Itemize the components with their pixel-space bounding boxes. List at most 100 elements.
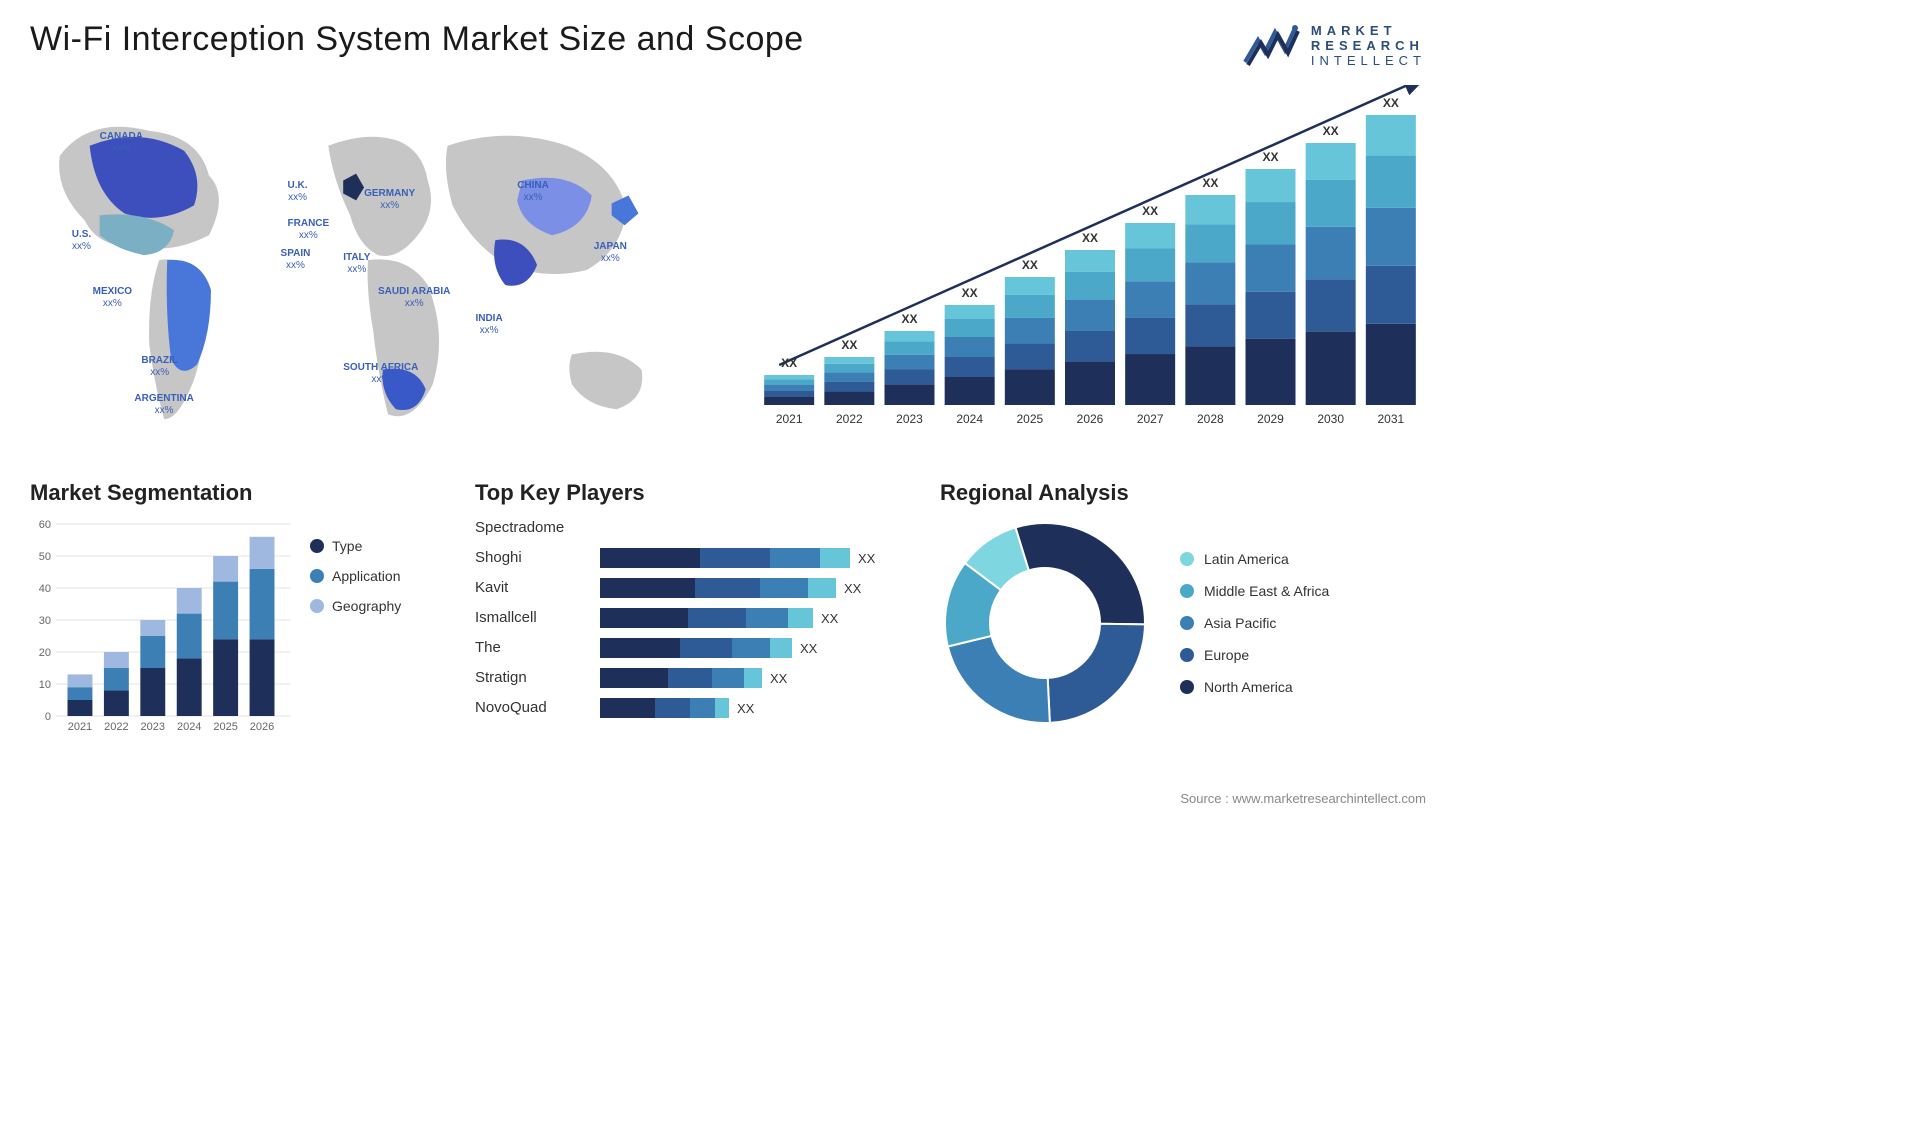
svg-text:20: 20: [39, 647, 51, 659]
segmentation-panel: Market Segmentation 0 10 20 30 40 50 60 2021 202…: [30, 480, 450, 760]
player-bar-row: XX: [600, 578, 915, 598]
svg-text:XX: XX: [901, 312, 917, 326]
segmentation-legend-item: Geography: [310, 598, 401, 614]
player-value: XX: [821, 611, 838, 626]
growth-chart-panel: XX 2021 XX 2022 XX 2023 XX 2024 XX 2025 XX 2026 XX 20…: [746, 85, 1426, 465]
regional-legend: Latin America Middle East & Africa Asia Pa…: [1180, 551, 1329, 695]
player-value: XX: [858, 551, 875, 566]
map-label: SOUTH AFRICAxx%: [343, 362, 418, 386]
svg-text:XX: XX: [781, 356, 797, 370]
svg-text:2027: 2027: [1137, 412, 1164, 426]
regional-donut: [940, 518, 1150, 728]
player-name: Shoghi: [475, 548, 585, 568]
map-label: SPAINxx%: [281, 248, 311, 272]
svg-text:0: 0: [45, 711, 51, 723]
segmentation-legend-item: Application: [310, 568, 401, 584]
map-label: GERMANYxx%: [364, 188, 415, 212]
svg-text:2031: 2031: [1377, 412, 1404, 426]
player-bar-row: XX: [600, 638, 915, 658]
svg-text:2030: 2030: [1317, 412, 1344, 426]
map-label: U.S.xx%: [72, 229, 91, 253]
players-panel: Top Key Players Spectradome Shoghi Kavit Is…: [475, 480, 915, 760]
svg-text:2021: 2021: [776, 412, 803, 426]
player-name: Spectradome: [475, 518, 585, 538]
player-name: NovoQuad: [475, 698, 585, 718]
player-name: The: [475, 638, 585, 658]
svg-text:2023: 2023: [896, 412, 923, 426]
logo-icon: [1243, 20, 1303, 70]
regional-legend-item: Latin America: [1180, 551, 1329, 567]
svg-text:XX: XX: [1142, 204, 1158, 218]
svg-text:XX: XX: [1323, 124, 1339, 138]
brand-logo: MARKET RESEARCH INTELLECT: [1243, 20, 1426, 70]
svg-text:2026: 2026: [1077, 412, 1104, 426]
map-label: BRAZILxx%: [141, 355, 178, 379]
source-attribution: Source : www.marketresearchintellect.com: [1180, 791, 1426, 806]
player-name: Kavit: [475, 578, 585, 598]
regional-legend-item: Middle East & Africa: [1180, 583, 1329, 599]
logo-text: MARKET RESEARCH INTELLECT: [1311, 23, 1426, 68]
player-bar-row: XX: [600, 698, 915, 718]
regional-title: Regional Analysis: [940, 480, 1426, 506]
map-label: ITALYxx%: [343, 252, 370, 276]
svg-text:2022: 2022: [836, 412, 863, 426]
player-name: Stratign: [475, 668, 585, 688]
svg-text:2021: 2021: [68, 721, 92, 733]
player-value: XX: [737, 701, 754, 716]
svg-text:60: 60: [39, 519, 51, 531]
svg-text:XX: XX: [962, 286, 978, 300]
svg-text:XX: XX: [1082, 231, 1098, 245]
svg-text:2024: 2024: [956, 412, 983, 426]
svg-text:2024: 2024: [177, 721, 201, 733]
player-name: Ismallcell: [475, 608, 585, 628]
svg-text:XX: XX: [1262, 150, 1278, 164]
map-label: FRANCExx%: [288, 218, 330, 242]
top-row: CANADAxx% U.S.xx% MEXICOxx% BRAZILxx% ARGENT…: [30, 85, 1426, 465]
regional-legend-item: North America: [1180, 679, 1329, 695]
map-label: ARGENTINAxx%: [134, 393, 193, 417]
player-value: XX: [800, 641, 817, 656]
player-bar-row: XX: [600, 608, 915, 628]
players-title: Top Key Players: [475, 480, 915, 506]
regional-legend-item: Asia Pacific: [1180, 615, 1329, 631]
segmentation-legend: Type Application Geography: [310, 518, 401, 738]
svg-text:2025: 2025: [213, 721, 237, 733]
svg-text:2023: 2023: [141, 721, 165, 733]
regional-legend-item: Europe: [1180, 647, 1329, 663]
svg-text:2022: 2022: [104, 721, 128, 733]
svg-text:40: 40: [39, 583, 51, 595]
player-value: XX: [844, 581, 861, 596]
map-label: SAUDI ARABIAxx%: [378, 286, 450, 310]
svg-text:2029: 2029: [1257, 412, 1284, 426]
regional-panel: Regional Analysis Latin America Middle Ea…: [940, 480, 1426, 760]
map-label: CANADAxx%: [100, 131, 143, 155]
players-bars: XX XX XX XX XX XX: [600, 518, 915, 718]
svg-text:XX: XX: [841, 338, 857, 352]
player-bar-row: XX: [600, 668, 915, 688]
svg-text:30: 30: [39, 615, 51, 627]
map-label: CHINAxx%: [517, 180, 549, 204]
players-names: Spectradome Shoghi Kavit Ismallcell The Strat…: [475, 518, 585, 718]
player-value: XX: [770, 671, 787, 686]
world-map-panel: CANADAxx% U.S.xx% MEXICOxx% BRAZILxx% ARGENT…: [30, 85, 726, 465]
segmentation-chart: 0 10 20 30 40 50 60 2021 2022 2023 2024 2025 2026: [30, 518, 290, 738]
map-label: INDIAxx%: [475, 313, 502, 337]
segmentation-legend-item: Type: [310, 538, 401, 554]
svg-text:2025: 2025: [1016, 412, 1043, 426]
player-bar-row: XX: [600, 548, 915, 568]
svg-text:XX: XX: [1383, 96, 1399, 110]
growth-chart-svg: XX 2021 XX 2022 XX 2023 XX 2024 XX 2025 XX 2026 XX 20…: [746, 85, 1426, 465]
header: Wi-Fi Interception System Market Size an…: [30, 20, 1426, 70]
segmentation-title: Market Segmentation: [30, 480, 450, 506]
svg-text:XX: XX: [1022, 258, 1038, 272]
svg-text:10: 10: [39, 679, 51, 691]
svg-text:50: 50: [39, 551, 51, 563]
map-label: U.K.xx%: [288, 180, 308, 204]
map-label: MEXICOxx%: [93, 286, 132, 310]
map-label: JAPANxx%: [594, 241, 627, 265]
svg-text:XX: XX: [1202, 176, 1218, 190]
page-title: Wi-Fi Interception System Market Size an…: [30, 20, 804, 59]
svg-text:2028: 2028: [1197, 412, 1224, 426]
svg-text:2026: 2026: [250, 721, 274, 733]
bottom-row: Market Segmentation 0 10 20 30 40 50 60 2021 202…: [30, 480, 1426, 760]
